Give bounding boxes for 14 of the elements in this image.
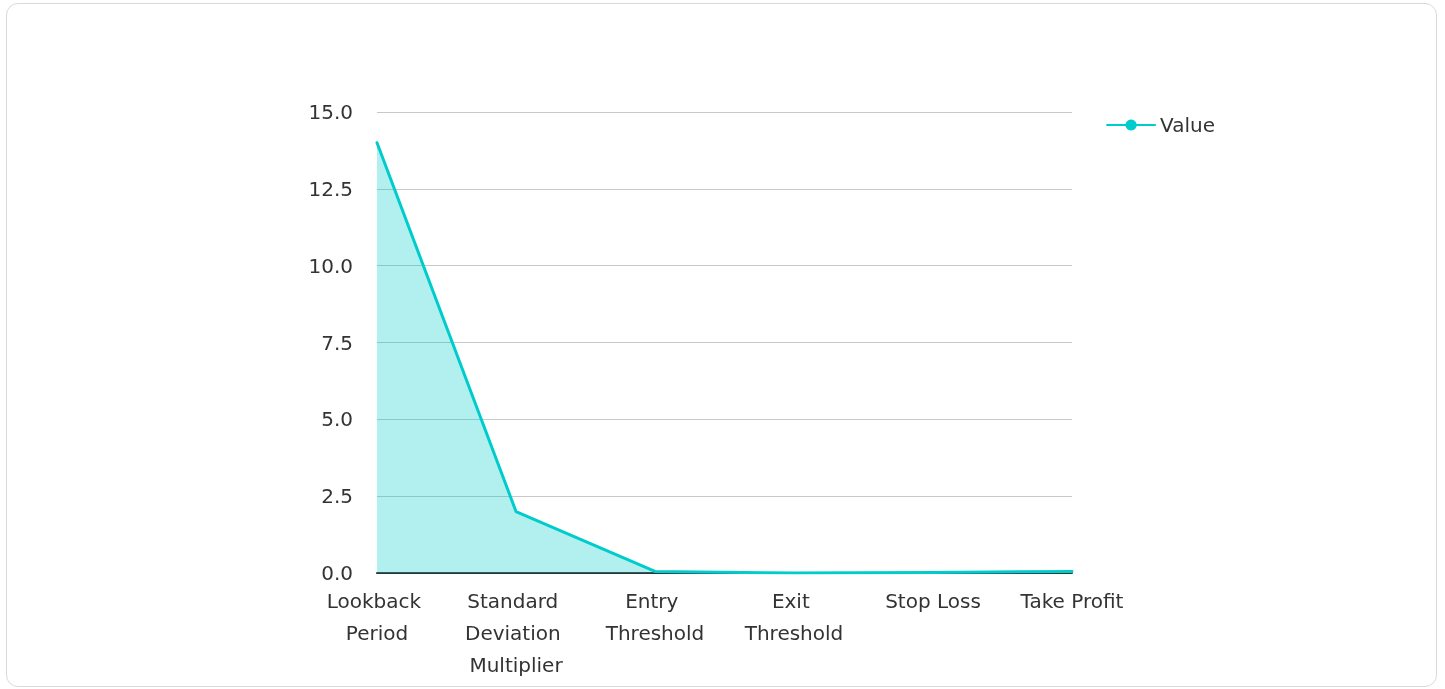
x-tick-label: Exit Threshold — [743, 589, 844, 645]
x-tick-label: Take Profit — [1019, 589, 1124, 613]
x-tick-label: Standard Deviation Multiplier — [464, 589, 568, 677]
legend-label: Value — [1160, 113, 1215, 137]
y-tick-label: 10.0 — [308, 253, 353, 278]
x-tick-label: Stop Loss — [885, 589, 981, 613]
x-tick-label: Lookback Period — [326, 589, 428, 645]
y-tick-label: 5.0 — [321, 407, 353, 432]
y-tick-label: 0.0 — [321, 561, 353, 585]
y-tick-label: 7.5 — [321, 330, 353, 355]
y-tick-label: 12.5 — [308, 176, 353, 201]
y-tick-label: 15.0 — [308, 100, 353, 124]
y-tick-label: 2.5 — [321, 484, 353, 509]
x-tick-label: Entry Threshold — [604, 589, 705, 645]
